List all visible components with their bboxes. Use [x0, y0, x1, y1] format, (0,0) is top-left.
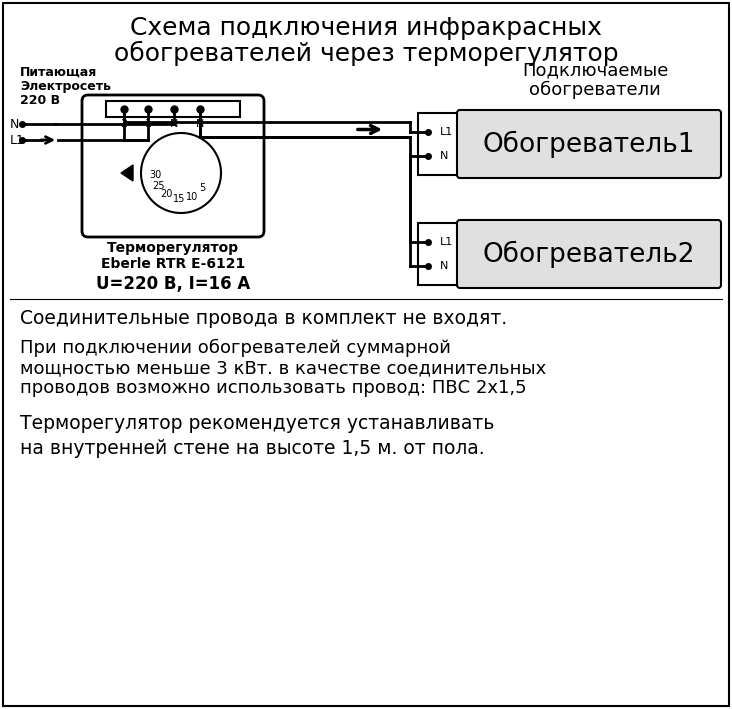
- Text: 220 В: 220 В: [20, 94, 60, 107]
- Text: 20: 20: [160, 189, 172, 199]
- Text: проводов возможно использовать провод: ПВС 2х1,5: проводов возможно использовать провод: П…: [20, 379, 526, 397]
- Text: 2: 2: [121, 119, 127, 129]
- Bar: [106, 101, 240, 117]
- FancyBboxPatch shape: [457, 220, 721, 288]
- Text: N: N: [170, 119, 178, 129]
- Text: N: N: [440, 151, 449, 161]
- Text: 10: 10: [186, 191, 198, 201]
- Text: N: N: [10, 118, 19, 130]
- Text: Обогреватель1: Обогреватель1: [482, 130, 695, 157]
- FancyBboxPatch shape: [457, 110, 721, 178]
- FancyBboxPatch shape: [82, 95, 264, 237]
- Text: Терморегулятор рекомендуется устанавливать: Терморегулятор рекомендуется устанавлива…: [20, 414, 494, 433]
- Text: Схема подключения инфракрасных: Схема подключения инфракрасных: [130, 16, 602, 40]
- Text: Терморегулятор: Терморегулятор: [107, 241, 239, 255]
- Polygon shape: [121, 165, 133, 181]
- Text: Питающая: Питающая: [20, 66, 97, 79]
- Circle shape: [141, 133, 221, 213]
- Bar: [418, 113, 460, 175]
- Text: 15: 15: [173, 194, 185, 204]
- Text: 25: 25: [152, 181, 165, 191]
- Text: 5: 5: [199, 183, 206, 193]
- Text: обогреватели: обогреватели: [529, 81, 661, 99]
- Text: Соединительные провода в комплект не входят.: Соединительные провода в комплект не вхо…: [20, 309, 507, 328]
- Text: L1: L1: [440, 127, 453, 137]
- Text: 1: 1: [144, 119, 152, 129]
- Bar: [418, 223, 460, 285]
- Text: 30: 30: [149, 170, 161, 180]
- Text: Обогреватель2: Обогреватель2: [482, 240, 695, 267]
- Text: на внутренней стене на высоте 1,5 м. от пола.: на внутренней стене на высоте 1,5 м. от …: [20, 439, 485, 458]
- Text: Eberle RTR E-6121: Eberle RTR E-6121: [101, 257, 245, 271]
- Text: N: N: [196, 119, 204, 129]
- Text: Электросеть: Электросеть: [20, 80, 111, 93]
- Text: U=220 В, I=16 А: U=220 В, I=16 А: [96, 275, 250, 293]
- Text: N: N: [440, 261, 449, 271]
- Text: обогревателей через терморегулятор: обогревателей через терморегулятор: [113, 41, 619, 66]
- Text: мощностью меньше 3 кВт. в качестве соединительных: мощностью меньше 3 кВт. в качестве соеди…: [20, 359, 546, 377]
- Text: L1: L1: [440, 237, 453, 247]
- Text: L1: L1: [10, 133, 25, 147]
- Text: При подключении обогревателей суммарной: При подключении обогревателей суммарной: [20, 339, 451, 357]
- Text: Подключаемые: Подключаемые: [522, 61, 668, 79]
